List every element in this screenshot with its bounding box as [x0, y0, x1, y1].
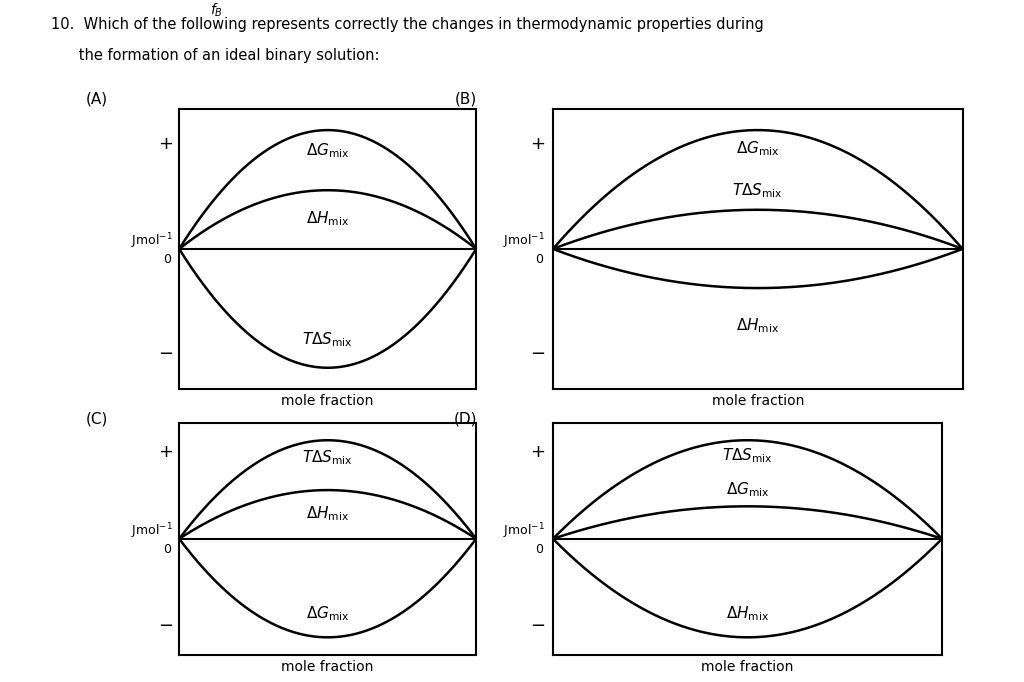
Text: Jmol$^{-1}$
$\hspace{1.8}$0: Jmol$^{-1}$ $\hspace{1.8}$0 — [131, 232, 173, 266]
Text: +: + — [529, 135, 545, 153]
Text: −: − — [530, 617, 545, 635]
Text: $\Delta G_{\mathrm{mix}}$: $\Delta G_{\mathrm{mix}}$ — [306, 142, 349, 160]
Text: −: − — [158, 617, 173, 635]
Text: −: − — [158, 345, 173, 363]
Text: Jmol$^{-1}$
$\hspace{1.8}$0: Jmol$^{-1}$ $\hspace{1.8}$0 — [503, 232, 545, 266]
X-axis label: mole fraction: mole fraction — [712, 394, 804, 409]
Text: $\Delta H_{\mathrm{mix}}$: $\Delta H_{\mathrm{mix}}$ — [726, 605, 769, 623]
Text: $\Delta H_{\mathrm{mix}}$: $\Delta H_{\mathrm{mix}}$ — [306, 209, 349, 228]
Text: the formation of an ideal binary solution:: the formation of an ideal binary solutio… — [51, 48, 380, 63]
Text: $\Delta H_{\mathrm{mix}}$: $\Delta H_{\mathrm{mix}}$ — [736, 316, 779, 335]
Text: (D): (D) — [455, 412, 477, 427]
Text: $\Delta G_{\mathrm{mix}}$: $\Delta G_{\mathrm{mix}}$ — [736, 139, 779, 158]
X-axis label: mole fraction: mole fraction — [701, 660, 794, 674]
X-axis label: mole fraction: mole fraction — [282, 394, 374, 409]
Text: Jmol$^{-1}$
$\hspace{1.8}$0: Jmol$^{-1}$ $\hspace{1.8}$0 — [131, 522, 173, 556]
Text: +: + — [159, 443, 173, 461]
Text: $\Delta G_{\mathrm{mix}}$: $\Delta G_{\mathrm{mix}}$ — [306, 605, 349, 623]
Text: $T\Delta S_{\mathrm{mix}}$: $T\Delta S_{\mathrm{mix}}$ — [302, 331, 353, 349]
X-axis label: mole fraction: mole fraction — [282, 660, 374, 674]
Text: (C): (C) — [86, 412, 109, 427]
Text: 10.  Which of the following represents correctly the changes in thermodynamic pr: 10. Which of the following represents co… — [51, 17, 764, 32]
Text: Jmol$^{-1}$
$\hspace{1.8}$0: Jmol$^{-1}$ $\hspace{1.8}$0 — [504, 522, 545, 556]
Text: +: + — [530, 443, 545, 461]
Text: (B): (B) — [455, 91, 477, 106]
Text: +: + — [159, 135, 173, 153]
Text: $\Delta H_{\mathrm{mix}}$: $\Delta H_{\mathrm{mix}}$ — [306, 504, 349, 522]
Text: $T\Delta S_{\mathrm{mix}}$: $T\Delta S_{\mathrm{mix}}$ — [732, 181, 783, 200]
Text: (A): (A) — [86, 91, 109, 106]
Text: $T\Delta S_{\mathrm{mix}}$: $T\Delta S_{\mathrm{mix}}$ — [722, 446, 773, 464]
Text: $T\Delta S_{\mathrm{mix}}$: $T\Delta S_{\mathrm{mix}}$ — [302, 448, 353, 467]
Text: −: − — [529, 345, 545, 363]
Text: $\Delta G_{\mathrm{mix}}$: $\Delta G_{\mathrm{mix}}$ — [726, 481, 769, 499]
Text: $\it{f_B}$: $\it{f_B}$ — [210, 1, 223, 19]
